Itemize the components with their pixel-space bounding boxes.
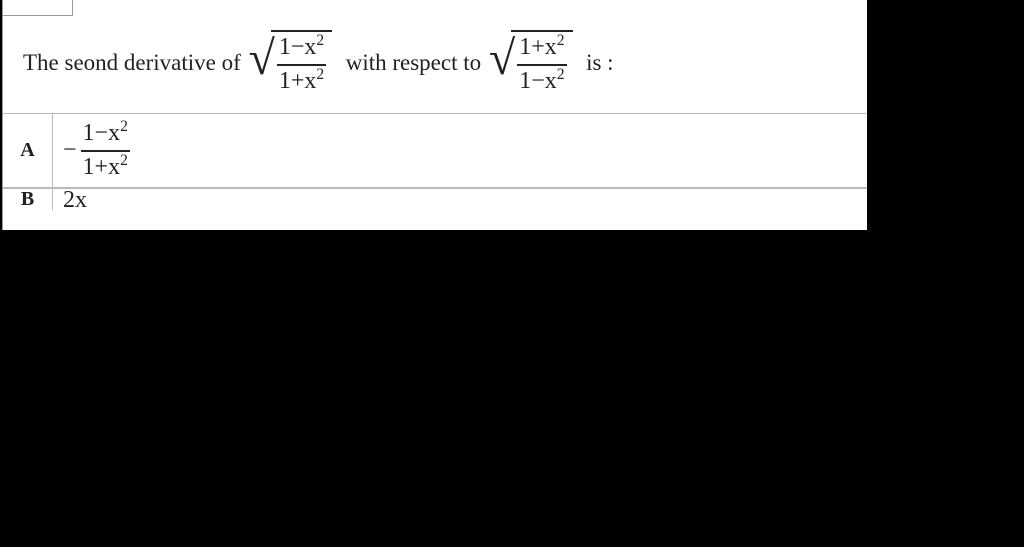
under-root-1: 1−x2 1+x2 <box>271 30 332 95</box>
question-text-before: The seond derivative of <box>23 50 247 76</box>
top-cell-stub <box>3 0 73 16</box>
option-b-row[interactable]: B 2x <box>3 188 867 210</box>
sqrt-expr-1: √ 1−x2 1+x2 <box>249 30 333 95</box>
fraction-1: 1−x2 1+x2 <box>277 34 326 95</box>
option-a-row[interactable]: A − 1−x2 1+x2 <box>3 113 867 188</box>
fraction-2: 1+x2 1−x2 <box>517 34 566 95</box>
question-text-after: is : <box>575 50 614 76</box>
option-a-label: A <box>3 114 53 187</box>
option-a-fraction: 1−x2 1+x2 <box>81 120 130 181</box>
minus-sign: − <box>63 137 77 164</box>
question-text-row: The seond derivative of √ 1−x2 1+x2 with… <box>3 0 867 95</box>
option-a-denominator: 1+x2 <box>81 150 130 182</box>
numerator-2: 1+x2 <box>517 34 566 64</box>
numerator-1: 1−x2 <box>277 34 326 64</box>
option-b-content: 2x <box>53 188 97 210</box>
question-card: The seond derivative of √ 1−x2 1+x2 with… <box>2 0 867 230</box>
denominator-2: 1−x2 <box>517 64 566 96</box>
option-b-text: 2x <box>63 188 87 210</box>
sqrt-expr-2: √ 1+x2 1−x2 <box>489 30 573 95</box>
under-root-2: 1+x2 1−x2 <box>511 30 572 95</box>
question-text-mid: with respect to <box>334 50 487 76</box>
option-b-label: B <box>3 189 53 210</box>
denominator-1: 1+x2 <box>277 64 326 96</box>
radical-icon: √ <box>489 40 515 78</box>
option-a-content: − 1−x2 1+x2 <box>53 114 140 187</box>
option-a-numerator: 1−x2 <box>81 120 130 150</box>
options-list: A − 1−x2 1+x2 B 2x <box>3 113 867 210</box>
radical-icon: √ <box>249 40 275 78</box>
